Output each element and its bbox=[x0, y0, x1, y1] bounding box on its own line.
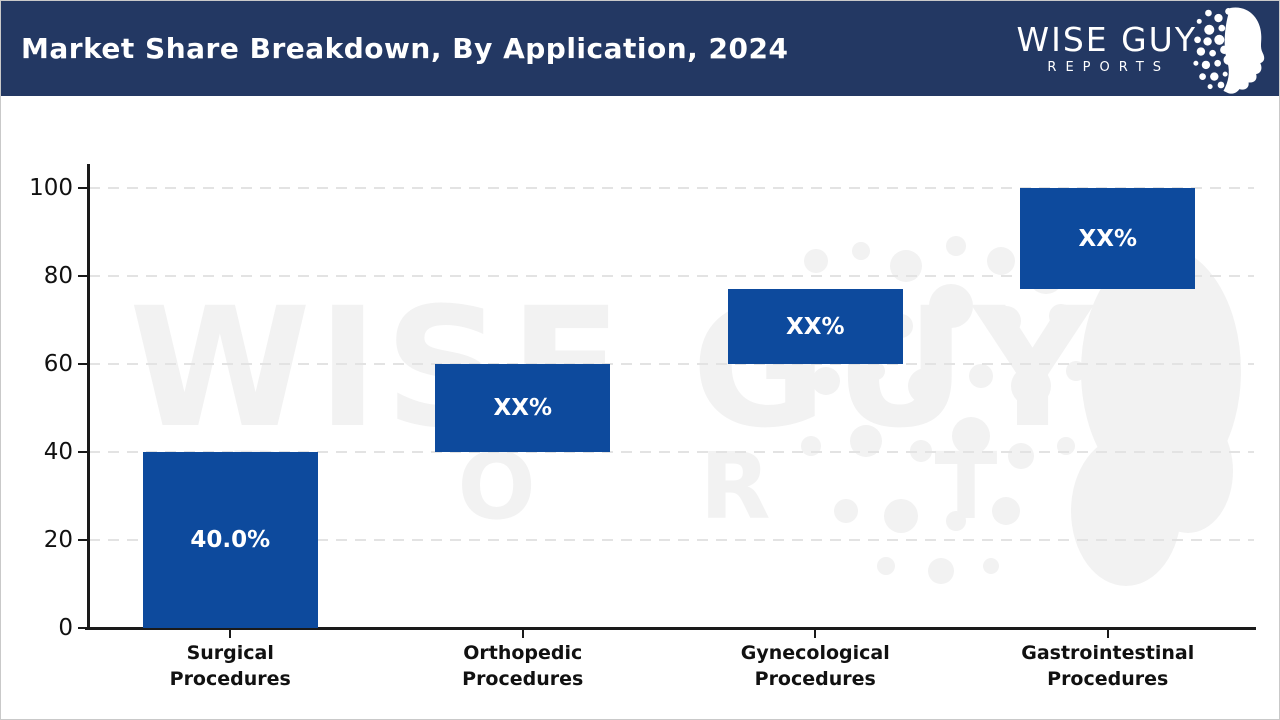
y-tick-mark bbox=[78, 275, 88, 277]
x-category-label-line: Procedures bbox=[462, 668, 584, 690]
x-tick-mark bbox=[814, 630, 817, 638]
y-tick-label: 100 bbox=[29, 175, 73, 201]
gridline bbox=[89, 187, 1254, 189]
chart-area: WISE GUY P O R T S bbox=[1, 96, 1279, 719]
x-category-label-line: Gynecological bbox=[740, 642, 890, 664]
gridline bbox=[89, 539, 1254, 541]
bar: XX% bbox=[727, 289, 903, 364]
brand-logo: WISE GUY REPORTS bbox=[1016, 3, 1279, 95]
y-tick-mark bbox=[78, 363, 88, 365]
y-tick-label: 40 bbox=[43, 439, 73, 465]
x-category-label-line: Procedures bbox=[169, 668, 291, 690]
watermark-text-line2: P O R T S bbox=[226, 433, 1280, 540]
x-tick-mark bbox=[229, 630, 232, 638]
x-tick-mark bbox=[521, 630, 524, 638]
gridline bbox=[89, 451, 1254, 453]
x-tick-mark bbox=[1106, 630, 1109, 638]
y-tick-mark bbox=[78, 539, 88, 541]
bar: XX% bbox=[1020, 188, 1196, 290]
x-category-label: Gastrointestinal Procedures bbox=[958, 640, 1258, 692]
plot-area: 0 20 40 60 80 100 40.0% Surgical Procedures XX% Or… bbox=[1, 96, 1279, 719]
brand-subtitle: REPORTS bbox=[1047, 59, 1171, 75]
y-tick-mark bbox=[78, 187, 88, 189]
y-tick-label: 0 bbox=[58, 615, 73, 641]
gridline bbox=[89, 275, 1254, 277]
y-tick-label: 60 bbox=[43, 351, 73, 377]
x-category-label-line: Procedures bbox=[754, 668, 876, 690]
bar: XX% bbox=[435, 364, 611, 452]
x-axis-line bbox=[85, 627, 1256, 630]
y-tick-label: 80 bbox=[43, 263, 73, 289]
header-bar: Market Share Breakdown, By Application, … bbox=[1, 1, 1279, 96]
x-category-label-line: Orthopedic bbox=[463, 642, 583, 664]
gridline bbox=[89, 363, 1254, 365]
x-category-label: Surgical Procedures bbox=[80, 640, 380, 692]
bar-value-label: XX% bbox=[785, 313, 845, 340]
dotted-head-icon bbox=[1193, 7, 1265, 94]
bar-value-label: 40.0% bbox=[190, 527, 271, 553]
x-category-label: Orthopedic Procedures bbox=[373, 640, 673, 692]
brand-wordmark-block: WISE GUY REPORTS bbox=[1016, 23, 1197, 75]
y-axis-line bbox=[87, 164, 90, 630]
x-category-label-line: Gastrointestinal bbox=[1021, 642, 1195, 664]
brand-wordmark: WISE GUY bbox=[1016, 19, 1197, 59]
bar: 40.0% bbox=[142, 452, 318, 628]
y-tick-mark bbox=[78, 451, 88, 453]
y-tick-mark bbox=[78, 627, 88, 629]
bar-value-label: XX% bbox=[1078, 225, 1137, 252]
x-category-label: Gynecological Procedures bbox=[665, 640, 965, 692]
page-title: Market Share Breakdown, By Application, … bbox=[21, 32, 789, 65]
bar-value-label: XX% bbox=[493, 395, 552, 421]
y-tick-label: 20 bbox=[43, 527, 73, 553]
x-category-label-line: Procedures bbox=[1047, 668, 1169, 690]
x-category-label-line: Surgical bbox=[186, 642, 274, 664]
